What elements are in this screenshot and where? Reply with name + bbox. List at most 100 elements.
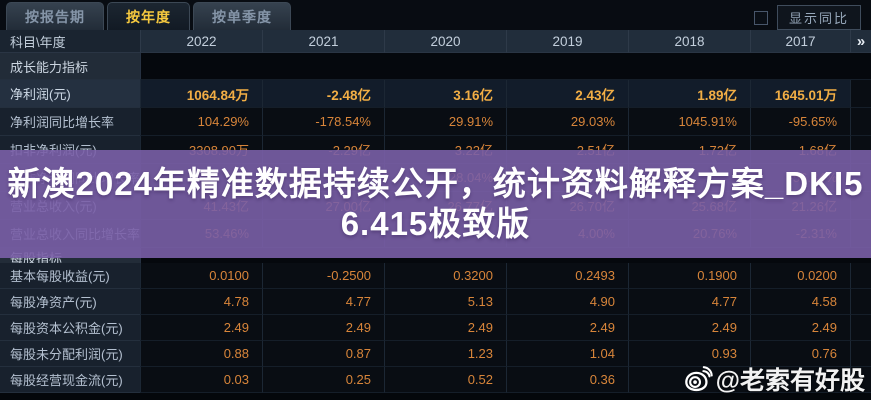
table-header-row: 科目\年度 2022 2021 2020 2019 2018 2017 » [0, 30, 871, 53]
tab-annual[interactable]: 按年度 [107, 2, 190, 30]
year-header-2017: 2017 [750, 30, 850, 53]
cell-value: 1.04 [506, 341, 628, 367]
cell-value [262, 164, 384, 192]
year-header-2022: 2022 [140, 30, 262, 53]
cell-value: 1.89亿 [628, 80, 750, 108]
cell-value: 0.3200 [384, 263, 506, 289]
section-header-row: 每股指标 [0, 248, 871, 268]
cell-value: -178.54% [262, 108, 384, 136]
cell-value: 26.70亿 [506, 192, 628, 220]
row-label: 基本每股收益(元) [0, 263, 140, 289]
table-body: 成长能力指标 净利润(元) 1064.84万 -2.48亿 3.16亿 2.43亿 1.89… [0, 53, 871, 393]
cell-value [628, 164, 750, 192]
row-label: 每股经营现金流(元) [0, 367, 140, 393]
cell-value: 3.16亿 [384, 80, 506, 108]
cell-value: 0.0100 [140, 263, 262, 289]
cell-value: 3308.90万 [140, 136, 262, 164]
cell-value: 2.43亿 [506, 80, 628, 108]
more-spacer [850, 192, 871, 220]
cell-value: 1064.84万 [140, 80, 262, 108]
cell-value: 4.78 [140, 289, 262, 315]
cell-value: 5.13 [384, 289, 506, 315]
more-spacer [850, 80, 871, 108]
cell-value: 1.68亿 [750, 136, 850, 164]
cell-value: 26.77亿 [384, 192, 506, 220]
cell-value: -56.34% [750, 164, 850, 192]
cell-value: 1045.91% [628, 108, 750, 136]
cell-value: 4.77 [628, 289, 750, 315]
row-label: 每股未分配利润(元) [0, 341, 140, 367]
corner-label: 科目\年度 [0, 30, 140, 53]
cell-value [262, 220, 384, 248]
cell-value: -2.48亿 [262, 80, 384, 108]
table-row[interactable]: 基本每股收益(元) 0.0100 -0.2500 0.3200 0.2493 0.1900… [0, 263, 871, 289]
cell-value: 2.49 [262, 315, 384, 341]
cell-value: 2.49 [506, 315, 628, 341]
cell-value: 2.49 [140, 315, 262, 341]
more-spacer [850, 108, 871, 136]
table-row[interactable]: 每股经营现金流(元) 0.03 0.25 0.52 0.36 [0, 367, 871, 393]
table-row[interactable]: 净利润同比增长率 104.29% -178.54% 29.91% 29.03% 1045.… [0, 108, 871, 136]
cell-value: -95.65% [750, 108, 850, 136]
cell-value: 4.90 [506, 289, 628, 315]
row-label: 净利润(元) [0, 80, 140, 108]
cell-value: 29.91% [384, 108, 506, 136]
row-label: 营业总收入同比增长率 [0, 220, 140, 248]
cell-value: 2.49 [750, 315, 850, 341]
row-label: 净利润同比增长率 [0, 108, 140, 136]
cell-value: 1645.01万 [750, 80, 850, 108]
year-header-2018: 2018 [628, 30, 750, 53]
cell-value: 20.76% [628, 220, 750, 248]
row-label: 每股资本公积金(元) [0, 315, 140, 341]
watermark: @老索有好股 [684, 361, 865, 397]
cell-value: 3.22亿 [384, 136, 506, 164]
weibo-icon [684, 366, 713, 392]
table-row[interactable]: 扣非净利润同比增长率 28.04% -56.34% [0, 164, 871, 192]
cell-value: 1.72亿 [628, 136, 750, 164]
more-spacer [850, 289, 871, 315]
table-row[interactable]: 营业总收入同比增长率 53.46% 4.00% 20.76% -2.31% [0, 220, 871, 248]
yoy-toggle-label[interactable]: 显示同比 [776, 5, 861, 30]
cell-value: 0.1900 [628, 263, 750, 289]
table-row[interactable]: 净利润(元) 1064.84万 -2.48亿 3.16亿 2.43亿 1.89亿 1645.… [0, 80, 871, 108]
more-spacer [850, 341, 871, 367]
cell-value: 27.00亿 [262, 192, 384, 220]
cell-value: 0.36 [506, 367, 628, 393]
cell-value: 2.49 [384, 315, 506, 341]
tab-single-quarter[interactable]: 按单季度 [193, 2, 291, 30]
cell-value: 4.77 [262, 289, 384, 315]
year-header-2021: 2021 [262, 30, 384, 53]
table-row[interactable]: 每股净资产(元) 4.78 4.77 5.13 4.90 4.77 4.58 [0, 289, 871, 315]
yoy-checkbox[interactable] [753, 10, 768, 25]
cell-value: 0.0200 [750, 263, 850, 289]
period-tabbar: 按报告期 按年度 按单季度 显示同比 [0, 0, 871, 30]
more-spacer [850, 315, 871, 341]
cell-value: 0.2493 [506, 263, 628, 289]
cell-value: 0.03 [140, 367, 262, 393]
cell-value: 1.23 [384, 341, 506, 367]
cell-value: 29.03% [506, 108, 628, 136]
more-columns-chevron-icon[interactable]: » [850, 30, 871, 53]
row-label: 扣非净利润(元) [0, 136, 140, 164]
row-label: 扣非净利润同比增长率 [0, 164, 140, 192]
cell-value: 0.93 [628, 341, 750, 367]
bottom-strip [0, 393, 871, 400]
cell-value: -2.31% [750, 220, 850, 248]
cell-value: 0.52 [384, 367, 506, 393]
section-header-row: 成长能力指标 [0, 53, 871, 80]
year-header-2020: 2020 [384, 30, 506, 53]
table-row[interactable]: 每股资本公积金(元) 2.49 2.49 2.49 2.49 2.49 2.49 [0, 315, 871, 341]
tab-report-period[interactable]: 按报告期 [6, 2, 104, 30]
table-row[interactable]: 扣非净利润(元) 3308.90万 -2.29亿 3.22亿 2.51亿 1.72亿 1.6… [0, 136, 871, 164]
watermark-handle: @老索有好股 [715, 367, 865, 395]
cell-value: -2.29亿 [262, 136, 384, 164]
cell-value: 0.76 [750, 341, 850, 367]
cell-value [506, 164, 628, 192]
table-row[interactable]: 营业总收入(元) 41.43亿 27.00亿 26.77亿 26.70亿 25.68亿 21… [0, 192, 871, 220]
cell-value: 25.68亿 [628, 192, 750, 220]
cell-value: 4.58 [750, 289, 850, 315]
cell-value: 4.00% [506, 220, 628, 248]
cell-value: 2.51亿 [506, 136, 628, 164]
table-row[interactable]: 每股未分配利润(元) 0.88 0.87 1.23 1.04 0.93 0.76 [0, 341, 871, 367]
more-spacer [850, 164, 871, 192]
